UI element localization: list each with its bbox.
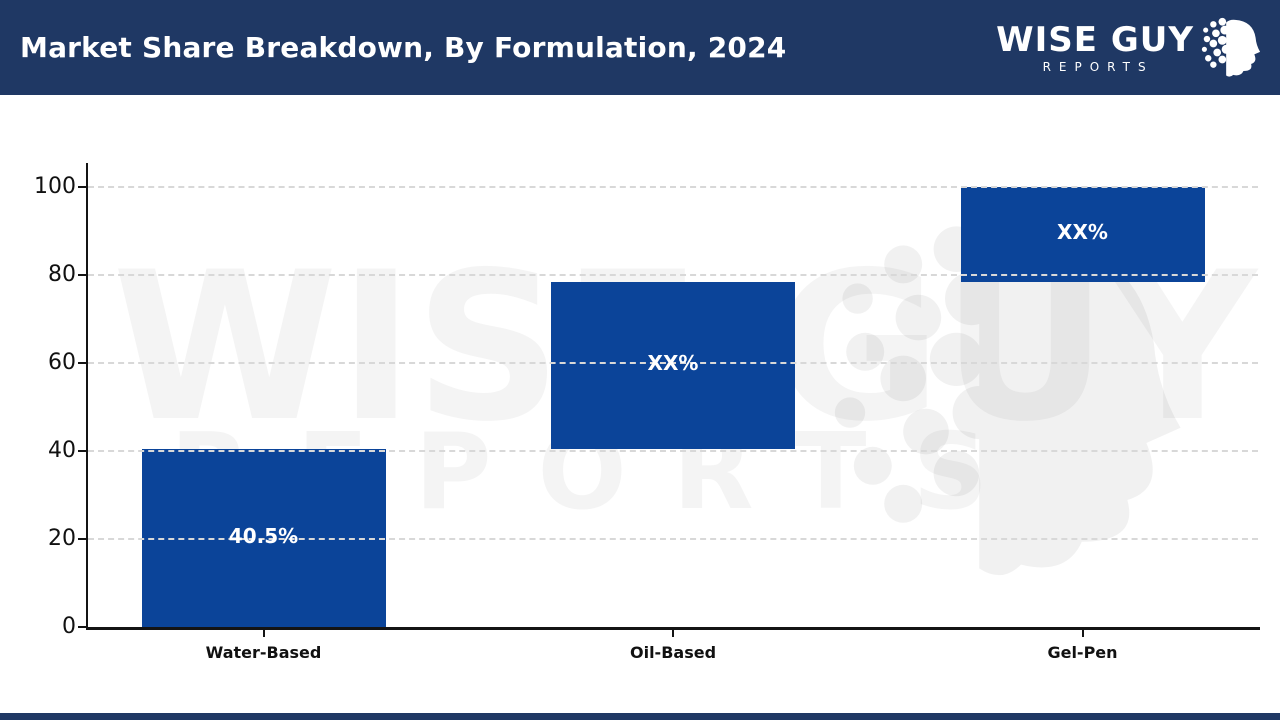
x-category-label: Oil-Based bbox=[629, 643, 717, 662]
gridline-60 bbox=[88, 362, 1258, 364]
page-title: Market Share Breakdown, By Formulation, … bbox=[20, 31, 787, 64]
y-tick-mark bbox=[78, 186, 86, 188]
y-tick-label: 80 bbox=[48, 262, 76, 287]
footer-bar bbox=[0, 713, 1280, 720]
y-tick-label: 100 bbox=[34, 174, 76, 199]
logo-text: WISE GUY REPORTS bbox=[996, 23, 1194, 73]
y-tick-mark bbox=[78, 274, 86, 276]
header-bar: Market Share Breakdown, By Formulation, … bbox=[0, 0, 1280, 95]
gridline-20 bbox=[88, 538, 1258, 540]
gridline-80 bbox=[88, 274, 1258, 276]
gridline-100 bbox=[88, 186, 1258, 188]
wiseguy-logo: WISE GUY REPORTS bbox=[996, 8, 1262, 88]
y-axis-spine bbox=[86, 163, 88, 627]
bar-gel-pen bbox=[960, 187, 1205, 282]
y-tick-mark bbox=[78, 362, 86, 364]
x-axis-spine bbox=[86, 627, 1260, 630]
y-tick-mark bbox=[78, 538, 86, 540]
bar-value-label: XX% bbox=[647, 351, 699, 376]
y-tick-mark bbox=[78, 626, 86, 628]
y-tick-label: 40 bbox=[48, 438, 76, 463]
wiseguy-face-icon bbox=[1201, 17, 1261, 77]
x-category-label: Gel-Pen bbox=[1047, 643, 1118, 662]
gridline-40 bbox=[88, 450, 1258, 452]
x-tick-mark bbox=[262, 630, 265, 637]
logo-wordmark: WISE GUY bbox=[996, 19, 1194, 60]
logo-subtitle: REPORTS bbox=[1042, 59, 1154, 74]
bar-water-based bbox=[141, 448, 386, 627]
bar-value-label: 40.5% bbox=[228, 523, 299, 548]
y-tick-mark bbox=[78, 450, 86, 452]
x-tick-mark bbox=[1081, 630, 1084, 637]
x-tick-mark bbox=[672, 630, 674, 637]
y-tick-label: 60 bbox=[48, 350, 76, 375]
bar-value-label: XX% bbox=[1057, 220, 1108, 245]
x-category-label: Water-Based bbox=[205, 643, 322, 662]
bar-oil-based bbox=[551, 281, 795, 449]
y-tick-label: 20 bbox=[48, 526, 76, 551]
y-tick-label: 0 bbox=[62, 614, 76, 639]
